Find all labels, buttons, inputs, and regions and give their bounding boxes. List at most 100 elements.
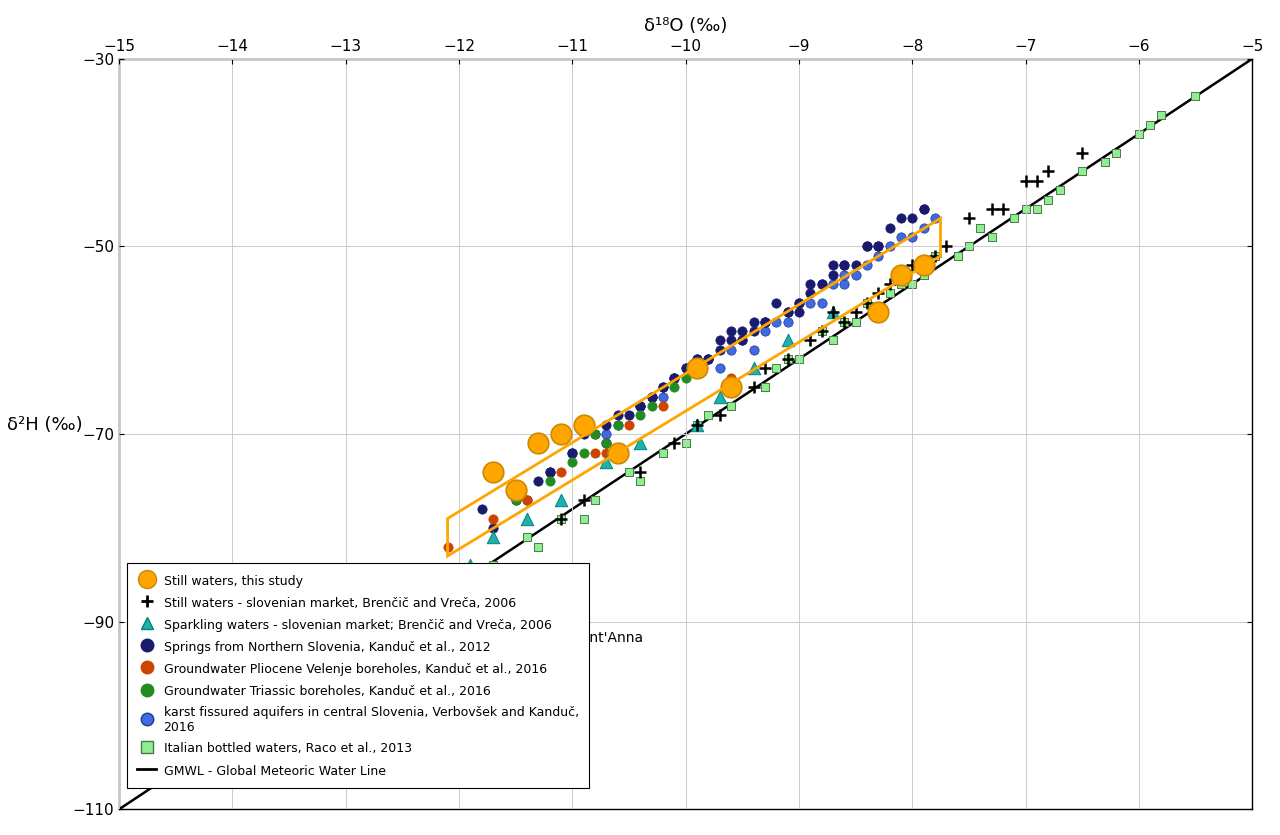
Point [1038,193,1059,206]
Point [755,315,776,328]
Point [721,399,741,412]
Point [914,221,934,235]
Point [1027,175,1047,188]
Point [721,324,741,337]
Point [1071,164,1092,178]
Point [856,240,877,253]
Point [868,249,888,262]
Point [823,259,844,272]
Point [562,446,582,459]
Point [812,324,832,337]
Point [902,259,923,272]
Point [721,343,741,357]
Point [177,765,197,778]
Point [765,296,786,310]
Point [992,202,1012,215]
Point [607,408,627,422]
Point [664,437,685,450]
Point [596,437,617,450]
Point [562,446,582,459]
Point [835,315,855,328]
Point [370,653,390,666]
Point [573,493,594,507]
Point [676,362,696,375]
Point [1129,127,1149,140]
Point [959,211,979,225]
Point [902,277,923,291]
Point [709,343,730,357]
Point [585,428,605,441]
Point [914,202,934,215]
Point [676,362,696,375]
Point [641,390,662,403]
Point [268,727,288,741]
Point [812,277,832,291]
Point [744,343,764,357]
Point [823,306,844,319]
Point [788,306,809,319]
Point [812,296,832,310]
Point [924,249,945,262]
Point [812,324,832,337]
Point [279,690,300,703]
Point [879,277,900,291]
Point [585,493,605,507]
Point [244,718,265,731]
Point [630,399,650,412]
Point [403,587,424,600]
Point [380,625,401,638]
Point [630,399,650,412]
Point [709,390,730,403]
Point [1094,155,1115,169]
Point [868,240,888,253]
Point [686,362,707,375]
Point [686,352,707,366]
Text: Sant'Anna: Sant'Anna [572,631,644,645]
Point [653,390,673,403]
Point [573,446,594,459]
Point [449,578,470,591]
Point [902,230,923,244]
Point [755,324,776,337]
Point [788,352,809,366]
X-axis label: δ¹⁸O (‰): δ¹⁸O (‰) [644,17,727,35]
Point [460,559,480,572]
Y-axis label: δ²H (‰): δ²H (‰) [8,416,83,434]
Point [676,371,696,384]
Point [823,334,844,347]
Point [539,474,559,488]
Point [823,306,844,319]
Point [856,259,877,272]
Point [483,521,503,534]
Point [947,249,968,262]
Point [483,465,503,478]
Point [709,408,730,422]
Point [835,259,855,272]
Point [777,352,797,366]
Point [483,559,503,572]
Point [868,286,888,300]
Point [812,277,832,291]
Point [664,381,685,394]
Point [788,296,809,310]
Point [924,249,945,262]
Point [765,315,786,328]
Point [664,371,685,384]
Point [755,315,776,328]
Point [721,371,741,384]
Point [755,315,776,328]
Point [676,437,696,450]
Point [211,737,232,751]
Point [324,634,344,647]
Point [982,202,1002,215]
Legend: Still waters, this study, Still waters - slovenian market, Brenčič and Vreča, 20: Still waters, this study, Still waters -… [127,563,589,788]
Point [664,371,685,384]
Point [856,296,877,310]
Point [370,596,390,610]
Point [312,671,333,685]
Point [426,615,447,629]
Point [755,381,776,394]
Point [618,408,639,422]
Point [744,381,764,394]
Point [1140,118,1161,131]
